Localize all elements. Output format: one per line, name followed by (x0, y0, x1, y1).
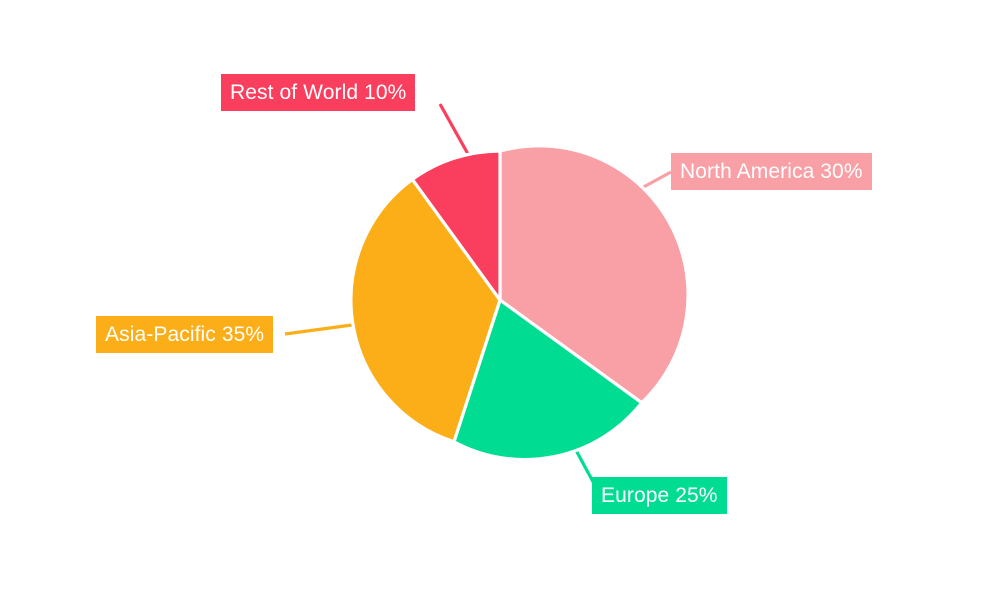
pie-slice-europe[interactable] (452, 298, 644, 462)
slice-label-europe[interactable]: Europe 25% (592, 477, 727, 514)
pie-slice-asia-pacific[interactable] (349, 177, 502, 444)
leader-line-asia-pacific (284, 323, 353, 336)
slice-label-north-america[interactable]: North America 30% (671, 153, 872, 190)
pie-slices (349, 144, 690, 462)
slice-label-rest-of-world[interactable]: Rest of World 10% (221, 74, 416, 111)
pie-slice-rest-of-world[interactable] (410, 149, 502, 302)
pie-slice-north-america[interactable] (498, 144, 690, 405)
slice-label-asia-pacific[interactable]: Asia-Pacific 35% (96, 316, 274, 353)
